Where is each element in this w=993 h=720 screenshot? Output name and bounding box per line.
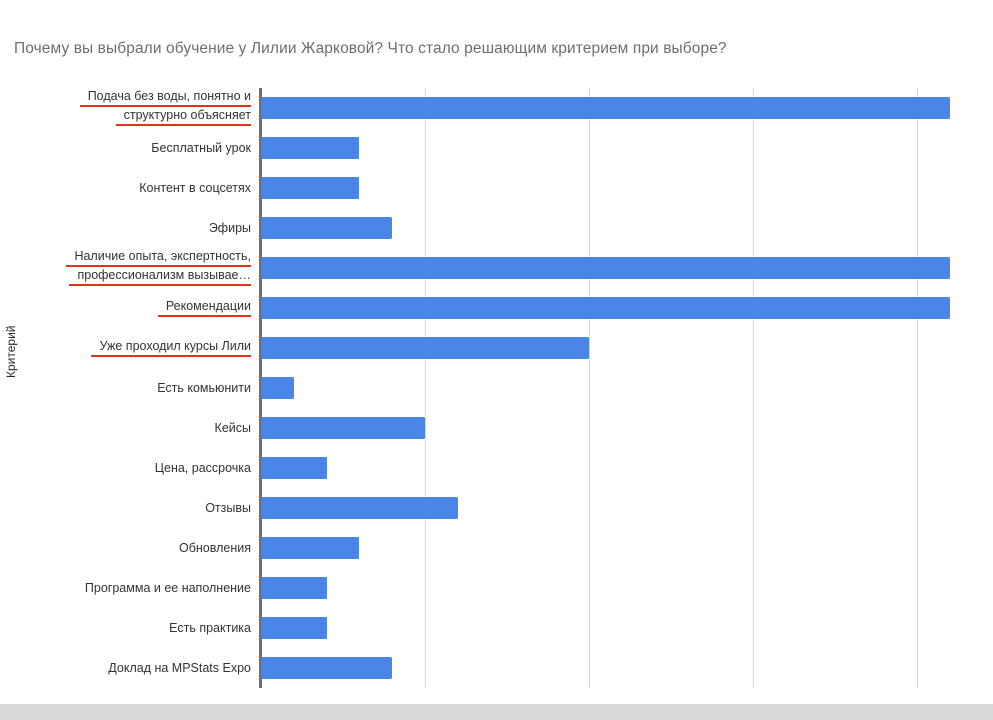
bar-area (261, 288, 983, 328)
y-axis-line (259, 88, 262, 688)
category-label: Подача без воды, понятно и структурно объ… (0, 89, 261, 127)
category-label: Эфиры (0, 221, 261, 236)
chart-row: Контент в соцсетях (0, 168, 993, 208)
bar-area (261, 608, 983, 648)
category-label: Доклад на MPStats Expo (0, 661, 261, 676)
bar-area (261, 528, 983, 568)
gridline (425, 88, 427, 688)
bar (261, 97, 951, 119)
category-label: Есть комьюнити (0, 381, 261, 396)
category-label-line: профессионализм вызывае… (69, 268, 251, 286)
bar-area (261, 208, 983, 248)
gridline (917, 88, 919, 688)
chart-row: Есть комьюнити (0, 368, 993, 408)
bottom-strip (0, 704, 993, 720)
chart-row: Доклад на MPStats Expo (0, 648, 993, 688)
bar (261, 657, 393, 679)
bar-area (261, 448, 983, 488)
gridline (753, 88, 755, 688)
bar (261, 617, 327, 639)
category-label: Отзывы (0, 501, 261, 516)
chart-row: Есть практика (0, 608, 993, 648)
category-label: Наличие опыта, экспертность, профессионал… (0, 249, 261, 287)
category-label: Контент в соцсетях (0, 181, 261, 196)
bar-area (261, 168, 983, 208)
chart-row: Подача без воды, понятно и структурно объ… (0, 88, 993, 128)
category-label: Кейсы (0, 421, 261, 436)
bar (261, 137, 360, 159)
bar (261, 577, 327, 599)
chart-row: Уже проходил курсы Лили (0, 328, 993, 368)
bar (261, 457, 327, 479)
bar (261, 257, 951, 279)
bar (261, 177, 360, 199)
chart-row: Рекомендации (0, 288, 993, 328)
category-label-line: Есть комьюнити (157, 380, 251, 395)
bar (261, 337, 590, 359)
bar (261, 217, 393, 239)
chart-row: Обновления (0, 528, 993, 568)
bar-area (261, 408, 983, 448)
bar (261, 497, 458, 519)
category-label-line: Обновления (179, 540, 251, 555)
category-label-line: Подача без воды, понятно и (79, 89, 251, 107)
bar-area (261, 248, 983, 288)
category-label-line: структурно объясняет (115, 108, 251, 126)
bar-area (261, 648, 983, 688)
chart-row: Наличие опыта, экспертность, профессионал… (0, 248, 993, 288)
category-label-line: Цена, рассрочка (154, 460, 251, 475)
bar-area (261, 128, 983, 168)
category-label: Уже проходил курсы Лили (0, 339, 261, 358)
category-label-line: Рекомендации (157, 299, 251, 317)
category-label-line: Наличие опыта, экспертность, (66, 249, 251, 267)
chart-row: Бесплатный урок (0, 128, 993, 168)
chart-row: Программа и ее наполнение (0, 568, 993, 608)
category-label-line: Бесплатный урок (151, 140, 251, 155)
category-label: Программа и ее наполнение (0, 581, 261, 596)
category-label: Обновления (0, 541, 261, 556)
category-label: Есть практика (0, 621, 261, 636)
bar-area (261, 368, 983, 408)
gridline (589, 88, 591, 688)
category-label-line: Уже проходил курсы Лили (91, 339, 251, 357)
category-label: Цена, рассрочка (0, 461, 261, 476)
bar-area (261, 88, 983, 128)
bar (261, 417, 426, 439)
category-label-line: Эфиры (208, 220, 251, 235)
chart-rows: Подача без воды, понятно и структурно объ… (0, 88, 993, 688)
bar-area (261, 568, 983, 608)
bar (261, 537, 360, 559)
bar-area (261, 488, 983, 528)
bar-area (261, 328, 983, 368)
chart-row: Эфиры (0, 208, 993, 248)
chart-row: Отзывы (0, 488, 993, 528)
category-label-line: Отзывы (205, 500, 251, 515)
category-label-line: Контент в соцсетях (139, 180, 251, 195)
bar (261, 297, 951, 319)
bar (261, 377, 294, 399)
gridlines-layer (259, 88, 983, 688)
chart-row: Цена, рассрочка (0, 448, 993, 488)
chart-row: Кейсы (0, 408, 993, 448)
chart-title: Почему вы выбрали обучение у Лилии Жарко… (14, 40, 727, 57)
category-label-line: Доклад на MPStats Expo (108, 660, 251, 675)
category-label: Бесплатный урок (0, 141, 261, 156)
bar-chart: Подача без воды, понятно и структурно объ… (0, 88, 993, 688)
category-label-line: Кейсы (214, 420, 251, 435)
category-label-line: Программа и ее наполнение (84, 580, 251, 595)
category-label: Рекомендации (0, 299, 261, 318)
category-label-line: Есть практика (169, 620, 251, 635)
